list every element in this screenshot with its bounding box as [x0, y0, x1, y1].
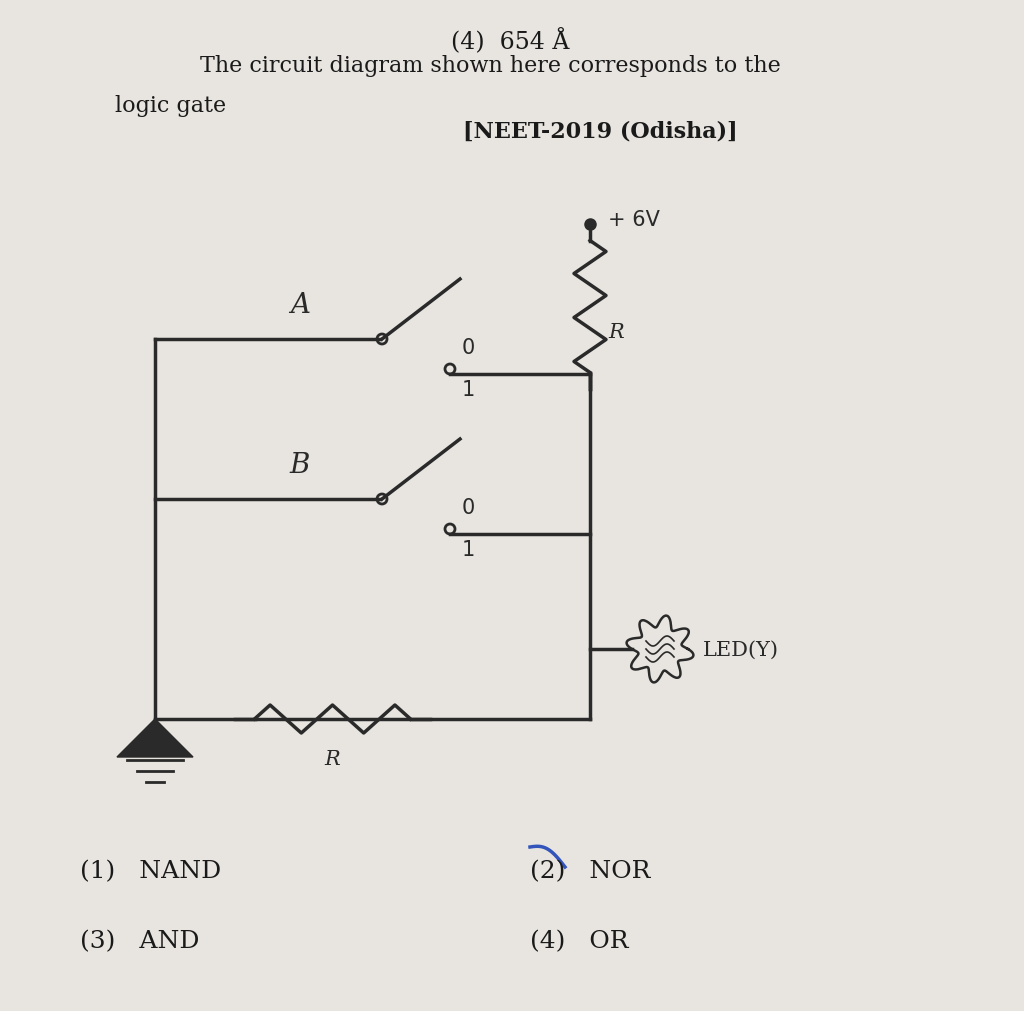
- Text: LED(Y): LED(Y): [703, 640, 779, 659]
- Text: A: A: [290, 291, 310, 318]
- Text: R: R: [608, 323, 624, 341]
- Text: (4)  654 Å: (4) 654 Å: [451, 28, 569, 54]
- Text: 0: 0: [462, 497, 475, 518]
- Text: R: R: [325, 749, 340, 768]
- Text: The circuit diagram shown here corresponds to the: The circuit diagram shown here correspon…: [200, 55, 780, 77]
- Text: 1: 1: [462, 540, 475, 559]
- Text: B: B: [290, 451, 310, 478]
- Text: (2)   NOR: (2) NOR: [530, 859, 650, 883]
- Text: logic gate: logic gate: [115, 95, 226, 117]
- Text: 0: 0: [462, 338, 475, 358]
- Text: + 6V: + 6V: [608, 210, 659, 229]
- Text: (1)   NAND: (1) NAND: [80, 859, 221, 883]
- Text: (3)   AND: (3) AND: [80, 929, 200, 952]
- Text: (4)   OR: (4) OR: [530, 929, 629, 952]
- Text: 1: 1: [462, 379, 475, 399]
- Text: [NEET-2019 (Odisha)]: [NEET-2019 (Odisha)]: [463, 120, 737, 142]
- Polygon shape: [117, 719, 193, 757]
